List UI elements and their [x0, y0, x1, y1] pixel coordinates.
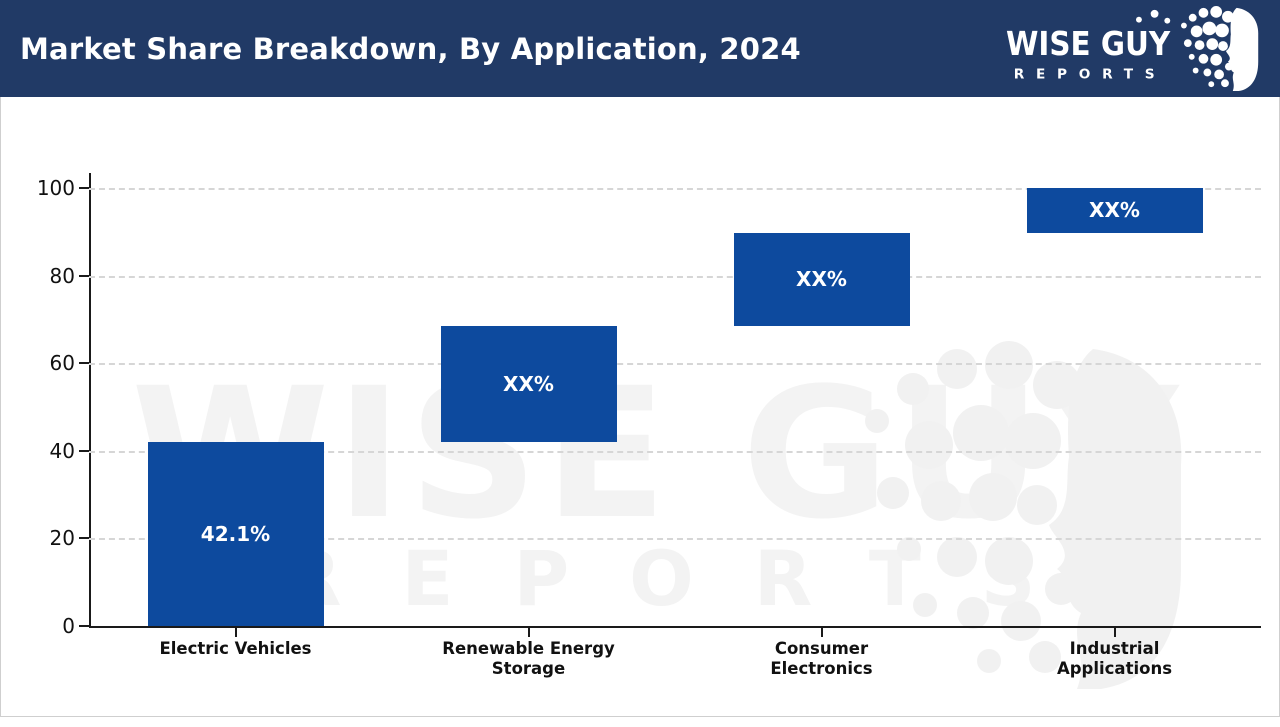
waterfall-bar-segment: XX%	[1026, 187, 1203, 234]
logo-dotted-face-icon	[1180, 5, 1259, 91]
plot-area: 0 20 40 60 80 100 42.1% Electric Vehicles XX% Ren…	[37, 173, 1261, 678]
gridline-y80	[89, 275, 1261, 278]
y-axis-tick	[79, 449, 89, 452]
chart-title: Market Share Breakdown, By Application, …	[20, 31, 801, 66]
x-axis-category-label: Industrial Applications	[1056, 639, 1173, 679]
y-axis-spine	[89, 173, 91, 626]
gridline-y60	[89, 363, 1261, 366]
y-axis-tick-label: 80	[49, 263, 75, 288]
y-axis-tick	[79, 362, 89, 365]
wise-guy-reports-logo: WISE GUY REPORTS	[1006, 5, 1259, 91]
logo-brand-text: WISE GUY	[1006, 23, 1171, 62]
x-axis-tick	[1113, 628, 1116, 637]
y-axis-tick	[79, 625, 89, 627]
waterfall-bar-segment: XX%	[440, 325, 617, 442]
x-axis-category-label: Electric Vehicles	[159, 639, 312, 658]
bar-value-label: XX%	[1089, 198, 1140, 223]
y-axis-tick-label: 100	[36, 175, 75, 200]
y-axis-tick	[79, 537, 89, 540]
x-axis-tick	[527, 628, 530, 637]
bar-value-label: XX%	[503, 371, 554, 396]
y-axis-tick	[79, 186, 89, 189]
x-axis-category-label: Renewable Energy Storage	[442, 639, 615, 679]
header-bar: Market Share Breakdown, By Application, …	[0, 0, 1280, 97]
bar-value-label: XX%	[796, 267, 847, 292]
waterfall-bar-segment: XX%	[733, 233, 910, 326]
gridline-y40	[89, 450, 1261, 453]
gridline-y20	[89, 538, 1261, 541]
chart-card: WISE GUY REPORTS 0 20 40 60 80 100 42.1% Electr…	[0, 97, 1280, 717]
y-axis-tick	[79, 274, 89, 277]
bar-value-label: 42.1%	[200, 521, 271, 546]
y-axis-tick-label: 20	[49, 526, 75, 551]
logo-reports-text: REPORTS	[1014, 66, 1163, 82]
x-axis-tick	[820, 628, 823, 637]
gridline-y100	[89, 187, 1261, 190]
y-axis-tick-label: 40	[49, 438, 75, 463]
x-axis-tick	[234, 628, 237, 637]
y-axis-tick-label: 60	[49, 351, 75, 376]
waterfall-bar-segment: 42.1%	[147, 441, 324, 626]
x-axis-category-label: Consumer Electronics	[770, 639, 873, 679]
y-axis-tick-label: 0	[62, 614, 75, 638]
x-axis-spine	[89, 626, 1261, 628]
